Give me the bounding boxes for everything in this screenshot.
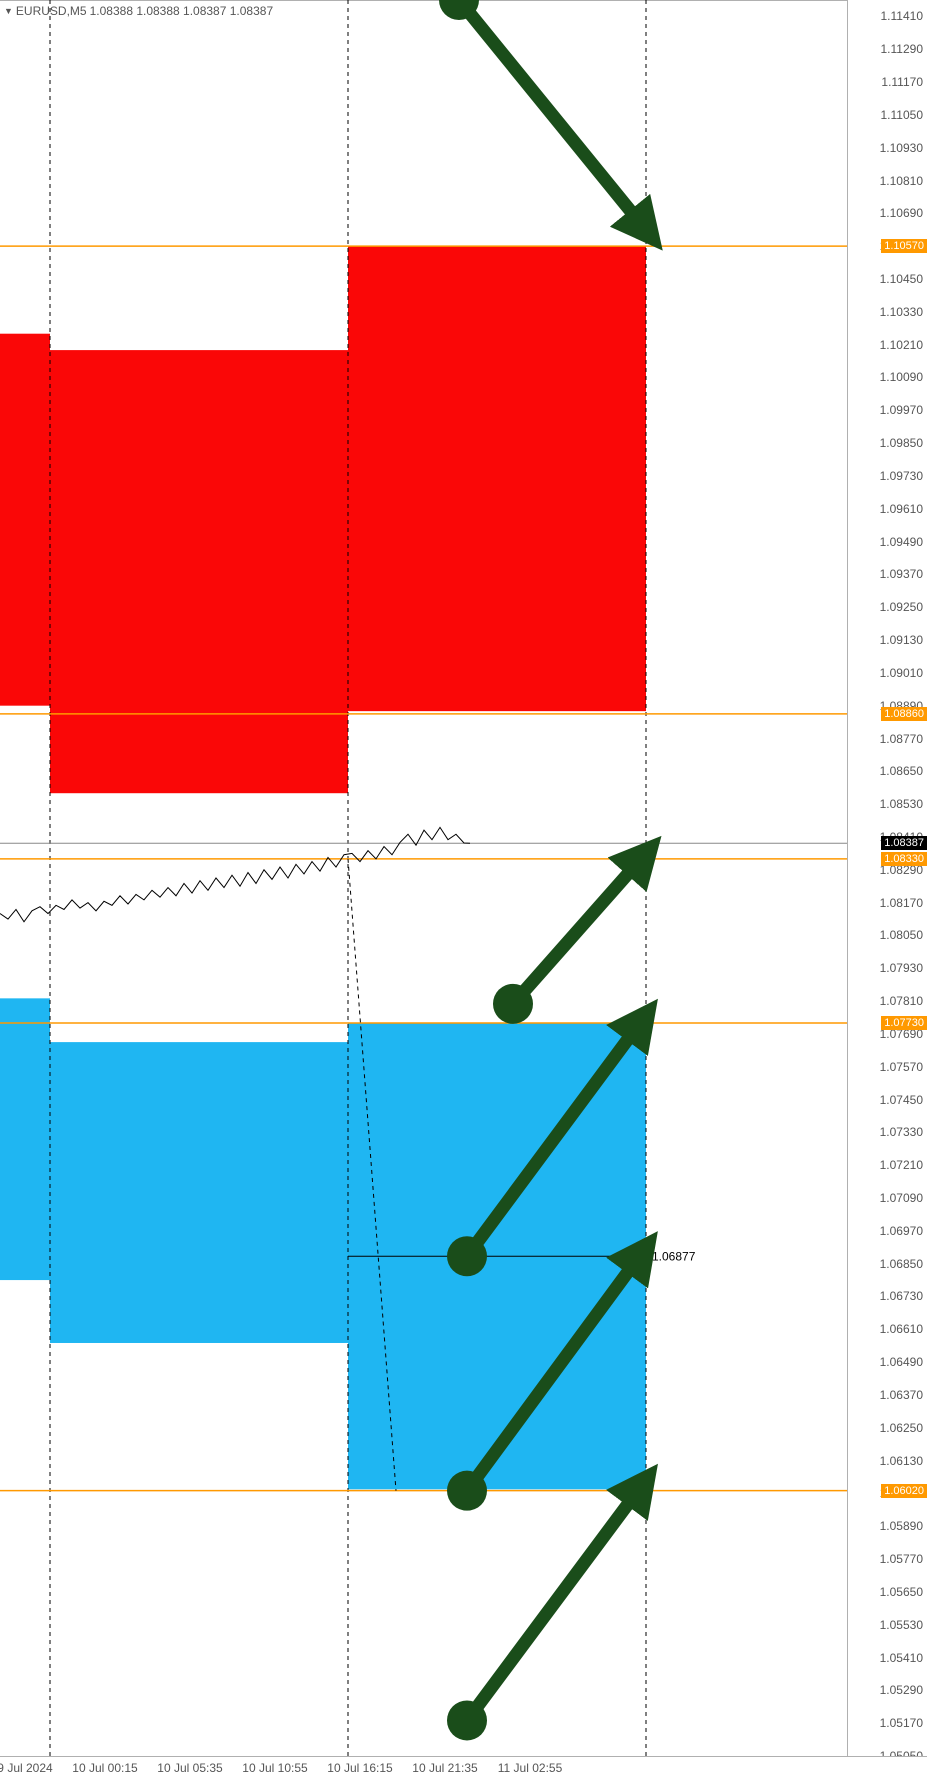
- y-tick-label: 1.07210: [880, 1158, 923, 1172]
- y-tick-label: 1.09970: [880, 403, 923, 417]
- blue-zone: [50, 1042, 348, 1343]
- y-tick-label: 1.08170: [880, 896, 923, 910]
- y-tick-label: 1.07930: [880, 961, 923, 975]
- y-tick-label: 1.06730: [880, 1289, 923, 1303]
- y-tick-label: 1.05650: [880, 1585, 923, 1599]
- y-tick-label: 1.09610: [880, 502, 923, 516]
- red-zone: [50, 350, 348, 793]
- price-level-label: 1.08330: [881, 852, 927, 866]
- y-tick-label: 1.05410: [880, 1651, 923, 1665]
- price-level-label: 1.10570: [881, 239, 927, 253]
- y-tick-label: 1.06130: [880, 1454, 923, 1468]
- y-tick-label: 1.06610: [880, 1322, 923, 1336]
- y-tick-label: 1.05290: [880, 1683, 923, 1697]
- y-tick-label: 1.09250: [880, 600, 923, 614]
- x-tick-label: 10 Jul 00:15: [72, 1761, 137, 1775]
- price-line: [0, 827, 470, 921]
- blue-zone: [0, 998, 50, 1280]
- chart-plot-area[interactable]: 1.06877: [0, 0, 847, 1756]
- y-tick-label: 1.10690: [880, 206, 923, 220]
- x-tick-label: 10 Jul 05:35: [157, 1761, 222, 1775]
- symbol-label: EURUSD,M5: [16, 4, 87, 18]
- y-tick-label: 1.06370: [880, 1388, 923, 1402]
- y-tick-label: 1.07090: [880, 1191, 923, 1205]
- y-tick-label: 1.11410: [881, 9, 924, 23]
- signal-arrow: [467, 1482, 644, 1720]
- y-tick-label: 1.06970: [880, 1224, 923, 1238]
- price-axis: 1.050501.051701.052901.054101.055301.056…: [847, 0, 927, 1756]
- y-tick-label: 1.10090: [880, 370, 923, 384]
- y-tick-label: 1.10810: [880, 174, 923, 188]
- y-tick-label: 1.11050: [881, 108, 924, 122]
- price-level-label: 1.07730: [881, 1016, 927, 1030]
- price-level-label: 1.08860: [881, 707, 927, 721]
- signal-arrow-origin: [447, 1700, 487, 1740]
- y-tick-label: 1.08530: [880, 797, 923, 811]
- signal-arrow-origin: [447, 1471, 487, 1511]
- y-tick-label: 1.09010: [880, 666, 923, 680]
- x-tick-label: 10 Jul 21:35: [412, 1761, 477, 1775]
- red-zone: [348, 246, 646, 711]
- y-tick-label: 1.11290: [881, 42, 924, 56]
- ohlc-label: 1.08388 1.08388 1.08387 1.08387: [90, 4, 274, 18]
- y-tick-label: 1.07330: [880, 1125, 923, 1139]
- y-tick-label: 1.07810: [880, 994, 923, 1008]
- price-level-label: 1.08387: [881, 836, 927, 850]
- y-tick-label: 1.10930: [880, 141, 923, 155]
- y-tick-label: 1.05770: [880, 1552, 923, 1566]
- y-tick-label: 1.10450: [880, 272, 923, 286]
- y-tick-label: 1.05530: [880, 1618, 923, 1632]
- y-tick-label: 1.08770: [880, 732, 923, 746]
- y-tick-label: 1.06250: [880, 1421, 923, 1435]
- y-tick-label: 1.09850: [880, 436, 923, 450]
- y-tick-label: 1.10330: [880, 305, 923, 319]
- signal-arrow: [513, 853, 646, 1003]
- x-tick-label: 11 Jul 02:55: [498, 1761, 563, 1775]
- y-tick-label: 1.10210: [880, 338, 923, 352]
- y-tick-label: 1.09130: [880, 633, 923, 647]
- x-tick-label: 10 Jul 16:15: [327, 1761, 392, 1775]
- internal-level-label: 1.06877: [652, 1249, 696, 1263]
- forex-chart[interactable]: 1.06877 1.050501.051701.052901.054101.05…: [0, 0, 927, 1791]
- y-tick-label: 1.05170: [880, 1716, 923, 1730]
- time-axis: 9 Jul 2024 10 Jul 00:15 10 Jul 05:35 10 Jul…: [0, 1756, 927, 1791]
- y-tick-label: 1.08050: [880, 928, 923, 942]
- dropdown-icon[interactable]: ▼: [4, 6, 13, 16]
- y-tick-label: 1.06490: [880, 1355, 923, 1369]
- y-tick-label: 1.09730: [880, 469, 923, 483]
- y-tick-label: 1.09490: [880, 535, 923, 549]
- y-tick-label: 1.09370: [880, 567, 923, 581]
- signal-arrow-origin: [447, 1236, 487, 1276]
- y-tick-label: 1.11170: [881, 75, 923, 89]
- y-tick-label: 1.05890: [880, 1519, 923, 1533]
- y-tick-label: 1.06850: [880, 1257, 923, 1271]
- signal-arrow-origin: [493, 984, 533, 1024]
- signal-arrow: [459, 0, 648, 232]
- x-tick-label: 9 Jul 2024: [0, 1761, 53, 1775]
- x-tick-label: 10 Jul 10:55: [242, 1761, 307, 1775]
- y-tick-label: 1.08650: [880, 764, 923, 778]
- y-tick-label: 1.07450: [880, 1093, 923, 1107]
- chart-title-bar: ▼ EURUSD,M5 1.08388 1.08388 1.08387 1.08…: [4, 4, 273, 18]
- price-level-label: 1.06020: [881, 1484, 927, 1498]
- y-tick-label: 1.07570: [880, 1060, 923, 1074]
- red-zone: [0, 334, 50, 706]
